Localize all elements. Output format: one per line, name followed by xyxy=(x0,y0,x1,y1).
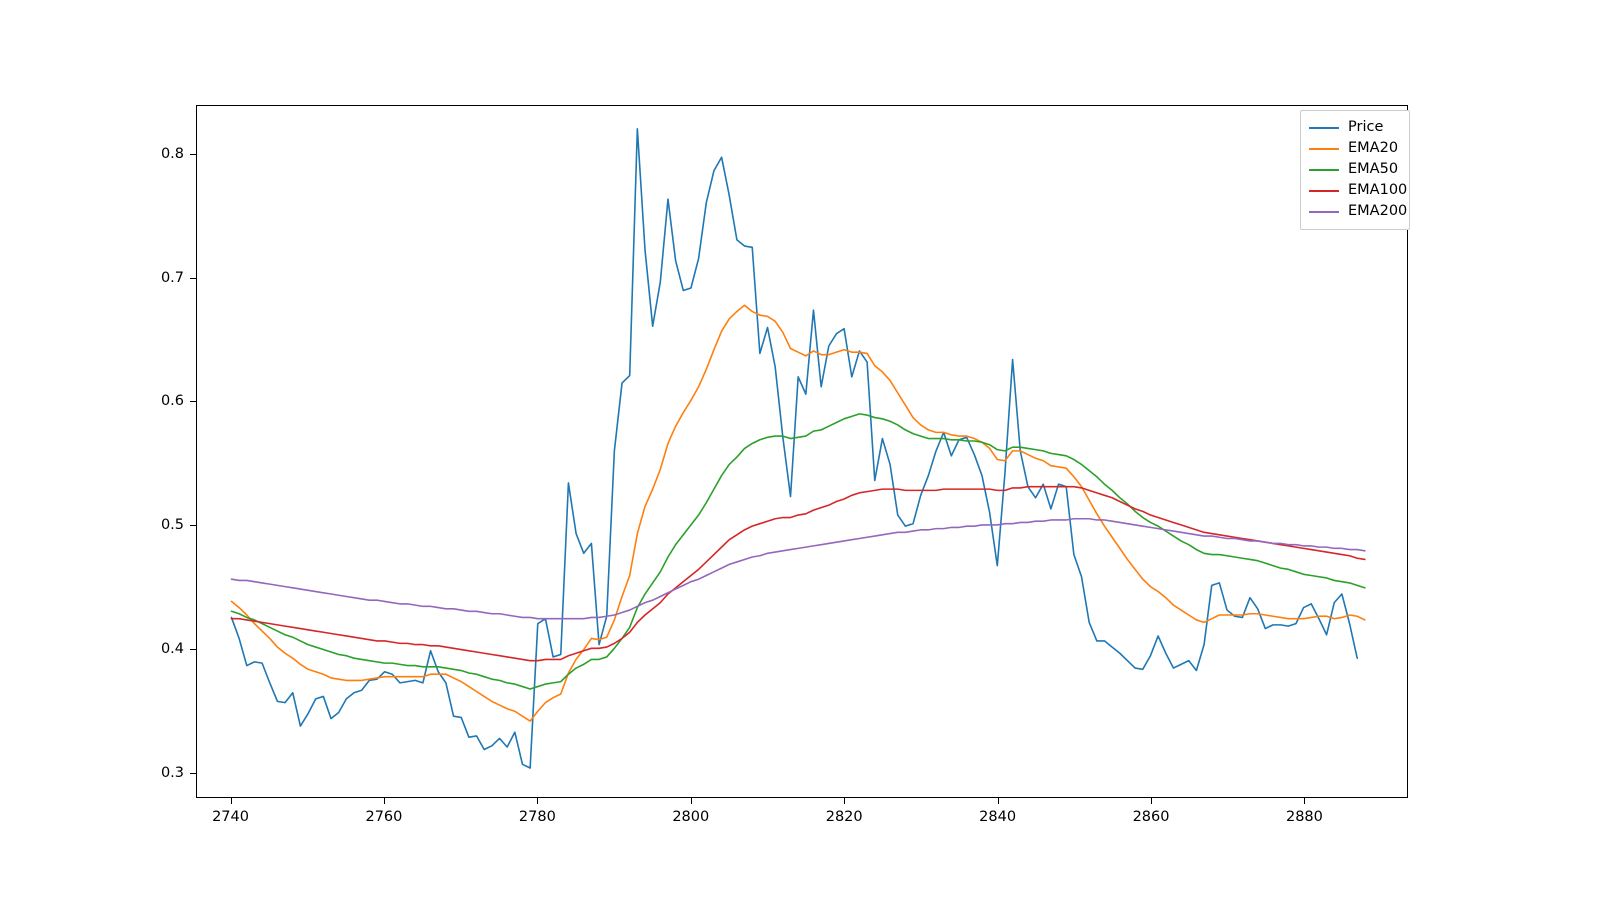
legend-label: EMA50 xyxy=(1348,161,1399,178)
y-tick-label: 0.4 xyxy=(160,640,184,657)
legend-label: Price xyxy=(1348,119,1384,136)
x-tick-mark xyxy=(230,798,232,804)
legend-label: EMA100 xyxy=(1348,182,1408,199)
legend-label: EMA200 xyxy=(1348,203,1408,220)
legend-item-ema100[interactable]: EMA100 xyxy=(1309,180,1407,201)
x-tick-label: 2860 xyxy=(1132,809,1170,825)
y-tick-mark xyxy=(190,525,196,527)
y-tick-mark xyxy=(190,648,196,650)
x-tick-label: 2780 xyxy=(518,809,556,825)
legend-item-ema50[interactable]: EMA50 xyxy=(1309,159,1401,180)
legend-swatch-price-icon xyxy=(1309,126,1339,129)
legend-item-price[interactable]: Price xyxy=(1309,117,1401,138)
series-line-ema200 xyxy=(231,519,1364,619)
legend-swatch-ema20-icon xyxy=(1309,147,1339,150)
y-tick-mark xyxy=(190,153,196,155)
y-tick-label: 0.3 xyxy=(160,764,184,781)
x-tick-label: 2880 xyxy=(1285,809,1323,825)
chart-legend[interactable]: Price EMA20 EMA50 EMA100 EMA200 xyxy=(1300,110,1410,230)
legend-swatch-ema50-icon xyxy=(1309,168,1339,171)
x-tick-label: 2740 xyxy=(212,809,249,825)
y-tick-mark xyxy=(190,401,196,403)
series-line-ema100 xyxy=(231,487,1364,661)
chart-svg xyxy=(197,106,1407,797)
series-line-ema50 xyxy=(231,414,1364,689)
x-tick-mark xyxy=(537,798,539,804)
legend-label: EMA20 xyxy=(1348,140,1399,157)
x-tick-mark xyxy=(383,798,385,804)
y-tick-label: 0.8 xyxy=(160,145,184,162)
y-tick-mark xyxy=(190,277,196,279)
series-line-ema20 xyxy=(231,305,1364,721)
x-tick-label: 2840 xyxy=(979,809,1017,825)
x-tick-mark xyxy=(997,798,999,804)
y-tick-label: 0.5 xyxy=(160,517,184,534)
y-tick-mark xyxy=(190,772,196,774)
legend-item-ema20[interactable]: EMA20 xyxy=(1309,138,1401,159)
legend-item-ema200[interactable]: EMA200 xyxy=(1309,201,1407,222)
legend-swatch-ema100-icon xyxy=(1309,189,1339,192)
x-tick-label: 2760 xyxy=(365,809,403,825)
x-tick-mark xyxy=(1151,798,1153,804)
y-tick-label: 0.7 xyxy=(160,269,184,286)
legend-swatch-ema200-icon xyxy=(1309,210,1339,213)
y-tick-label: 0.6 xyxy=(160,393,184,410)
x-tick-mark xyxy=(1304,798,1306,804)
x-tick-label: 2820 xyxy=(825,809,863,825)
x-tick-label: 2800 xyxy=(672,809,710,825)
x-tick-mark xyxy=(844,798,846,804)
series-line-price xyxy=(231,129,1357,768)
plot-area xyxy=(196,105,1408,798)
x-tick-mark xyxy=(690,798,692,804)
